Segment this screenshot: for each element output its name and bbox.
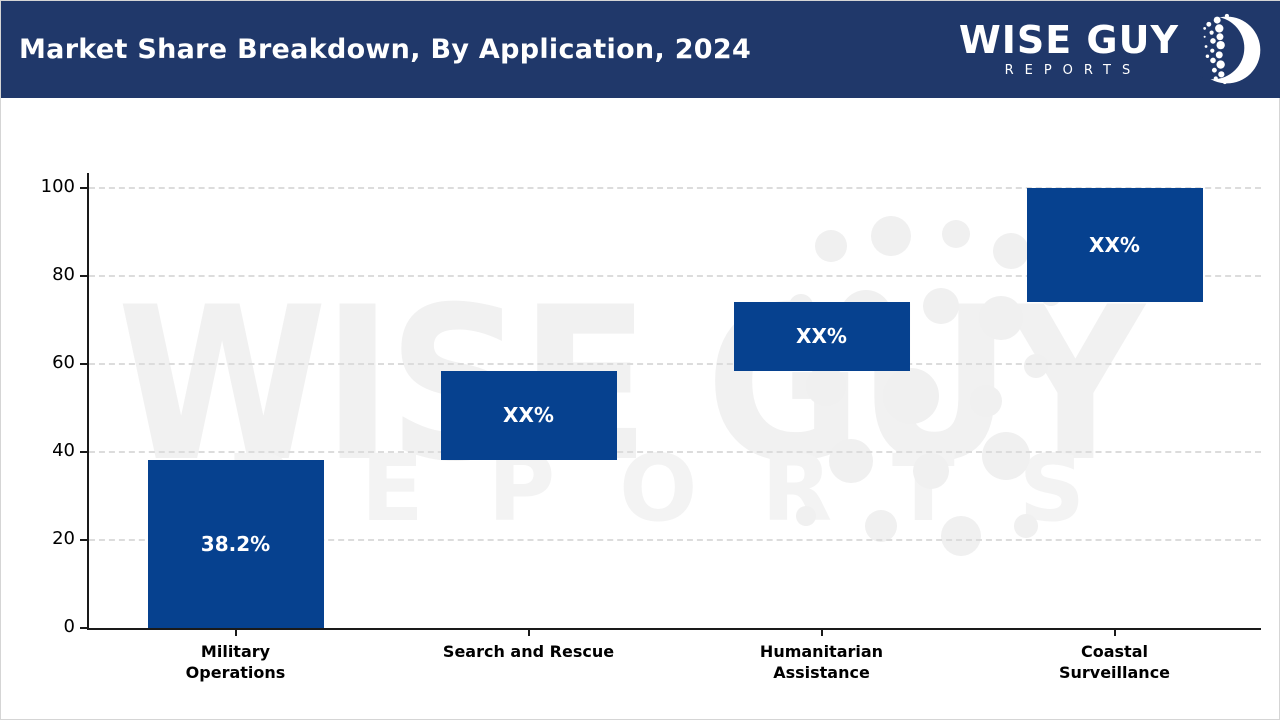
logo-text: WISE GUY REPORTS bbox=[959, 21, 1179, 78]
logo-subtitle: REPORTS bbox=[1004, 63, 1142, 78]
y-tick-mark bbox=[80, 187, 89, 189]
x-category-label: Coastal Surveillance bbox=[1058, 642, 1171, 682]
bar-value-label: XX% bbox=[503, 403, 554, 428]
bar-segment: 38.2% bbox=[147, 459, 324, 628]
y-tick-label: 80 bbox=[52, 264, 75, 285]
y-tick-mark bbox=[80, 363, 89, 365]
gridline bbox=[89, 275, 1261, 277]
y-tick-mark bbox=[80, 275, 89, 277]
header-bar: Market Share Breakdown, By Application, … bbox=[1, 1, 1280, 98]
gridline bbox=[89, 363, 1261, 365]
gridline bbox=[89, 187, 1261, 189]
bar-value-label: 38.2% bbox=[200, 531, 271, 556]
bar-value-label: XX% bbox=[1089, 232, 1140, 257]
x-tick-mark bbox=[1113, 630, 1116, 636]
gridline bbox=[89, 451, 1261, 453]
x-category-label: Military Operations bbox=[185, 642, 286, 682]
y-tick-mark bbox=[80, 451, 89, 453]
gridline bbox=[89, 539, 1261, 541]
x-tick-mark bbox=[234, 630, 237, 636]
y-tick-label: 20 bbox=[52, 528, 75, 549]
y-axis-line bbox=[87, 173, 89, 630]
y-tick-label: 40 bbox=[52, 440, 75, 461]
logo-face-icon bbox=[1181, 13, 1261, 84]
bar-segment: XX% bbox=[440, 370, 617, 460]
y-tick-label: 60 bbox=[52, 352, 75, 373]
x-axis-line bbox=[87, 628, 1261, 630]
wiseguy-logo: WISE GUY REPORTS bbox=[959, 6, 1261, 94]
y-tick-label: 0 bbox=[63, 616, 75, 637]
y-tick-mark bbox=[80, 627, 89, 629]
y-tick-label: 100 bbox=[40, 176, 75, 197]
watermark-text-line1: WISE GUY bbox=[117, 261, 1145, 508]
x-tick-mark bbox=[527, 630, 530, 636]
bar-segment: XX% bbox=[1026, 188, 1203, 302]
x-category-label: Humanitarian Assistance bbox=[759, 642, 884, 682]
bar-value-label: XX% bbox=[796, 324, 847, 349]
y-tick-mark bbox=[80, 539, 89, 541]
bar-segment: XX% bbox=[733, 301, 910, 371]
x-category-label: Search and Rescue bbox=[442, 642, 615, 661]
page-title: Market Share Breakdown, By Application, … bbox=[19, 34, 752, 65]
logo-wordmark: WISE GUY bbox=[958, 18, 1179, 62]
x-tick-mark bbox=[820, 630, 823, 636]
watermark-face-dots-icon bbox=[789, 216, 1061, 556]
